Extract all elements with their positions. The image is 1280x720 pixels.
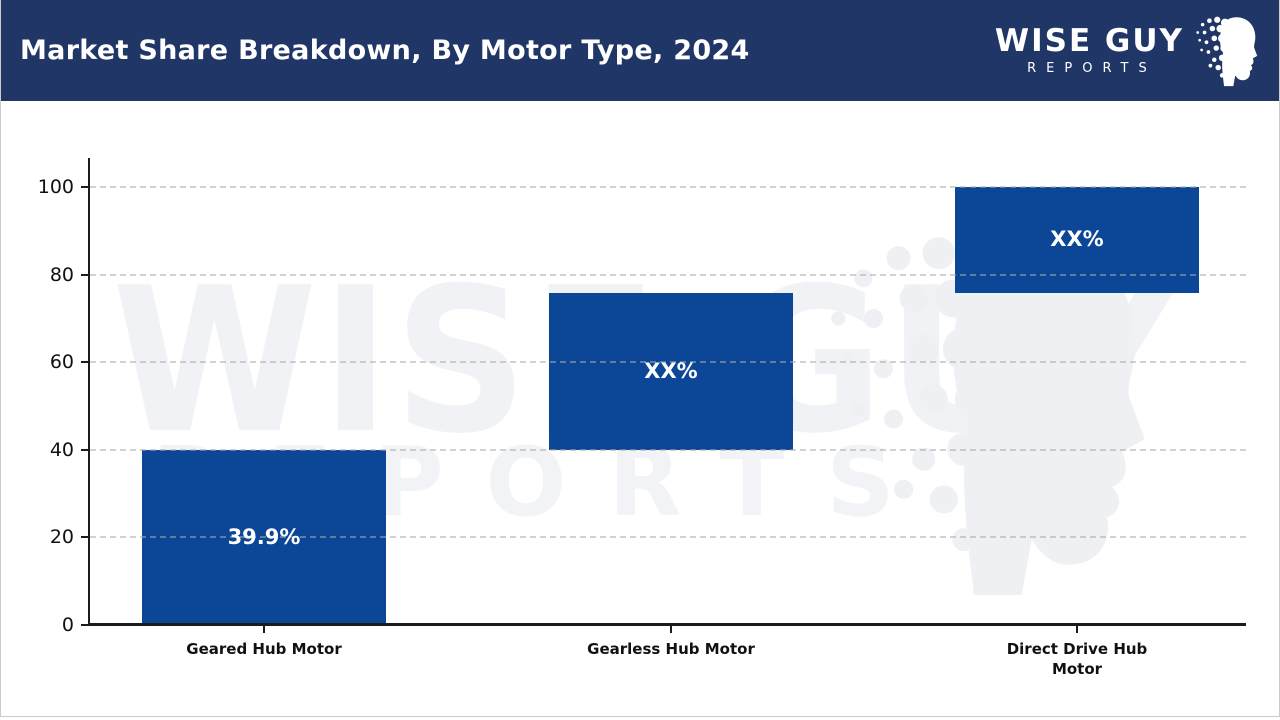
- y-tick-80: [81, 273, 89, 276]
- gridline-y-100: [90, 186, 1246, 188]
- bar-value-label-0: 39.9%: [227, 524, 301, 549]
- x-tick-0: [263, 626, 265, 633]
- y-axis-line: [88, 158, 90, 626]
- x-axis-line: [88, 623, 1246, 626]
- brand-logo-text: WISE GUY REPORTS: [994, 22, 1184, 76]
- gridline-y-20: [90, 536, 1246, 539]
- gridline-y-80: [90, 273, 1246, 276]
- y-tick-label-60: 60: [49, 351, 74, 374]
- bar-1: [549, 292, 793, 451]
- y-tick-label-40: 40: [49, 438, 74, 461]
- gridline-y-60: [90, 361, 1246, 364]
- y-tick-20: [81, 536, 89, 539]
- y-tick-label-0: 0: [61, 614, 74, 636]
- chart-title: Market Share Breakdown, By Motor Type, 2…: [20, 35, 750, 66]
- bar-value-label-1: XX%: [644, 358, 698, 383]
- y-tick-label-100: 100: [37, 176, 74, 198]
- bar-value-label-2: XX%: [1050, 226, 1104, 251]
- category-label-2: Direct Drive Hub Motor: [1006, 640, 1148, 679]
- brand-dotted-head-icon: [1190, 12, 1262, 90]
- gridline-y-40: [90, 448, 1246, 451]
- y-tick-100: [81, 186, 89, 188]
- brand-logo-subname: REPORTS: [1027, 60, 1157, 76]
- y-tick-label-20: 20: [49, 526, 74, 549]
- brand-logo-name: WISE GUY: [994, 22, 1184, 59]
- y-tick-40: [81, 448, 89, 451]
- y-tick-0: [81, 624, 89, 626]
- y-tick-label-80: 80: [49, 263, 74, 286]
- header-bar: Market Share Breakdown, By Motor Type, 2…: [0, 0, 1280, 101]
- brand-logo: WISE GUY REPORTS: [995, 12, 1262, 90]
- y-tick-60: [81, 361, 89, 364]
- category-label-1: Gearless Hub Motor: [587, 640, 755, 658]
- category-label-0: Geared Hub Motor: [186, 640, 342, 658]
- x-tick-1: [670, 626, 672, 633]
- x-tick-2: [1076, 626, 1078, 633]
